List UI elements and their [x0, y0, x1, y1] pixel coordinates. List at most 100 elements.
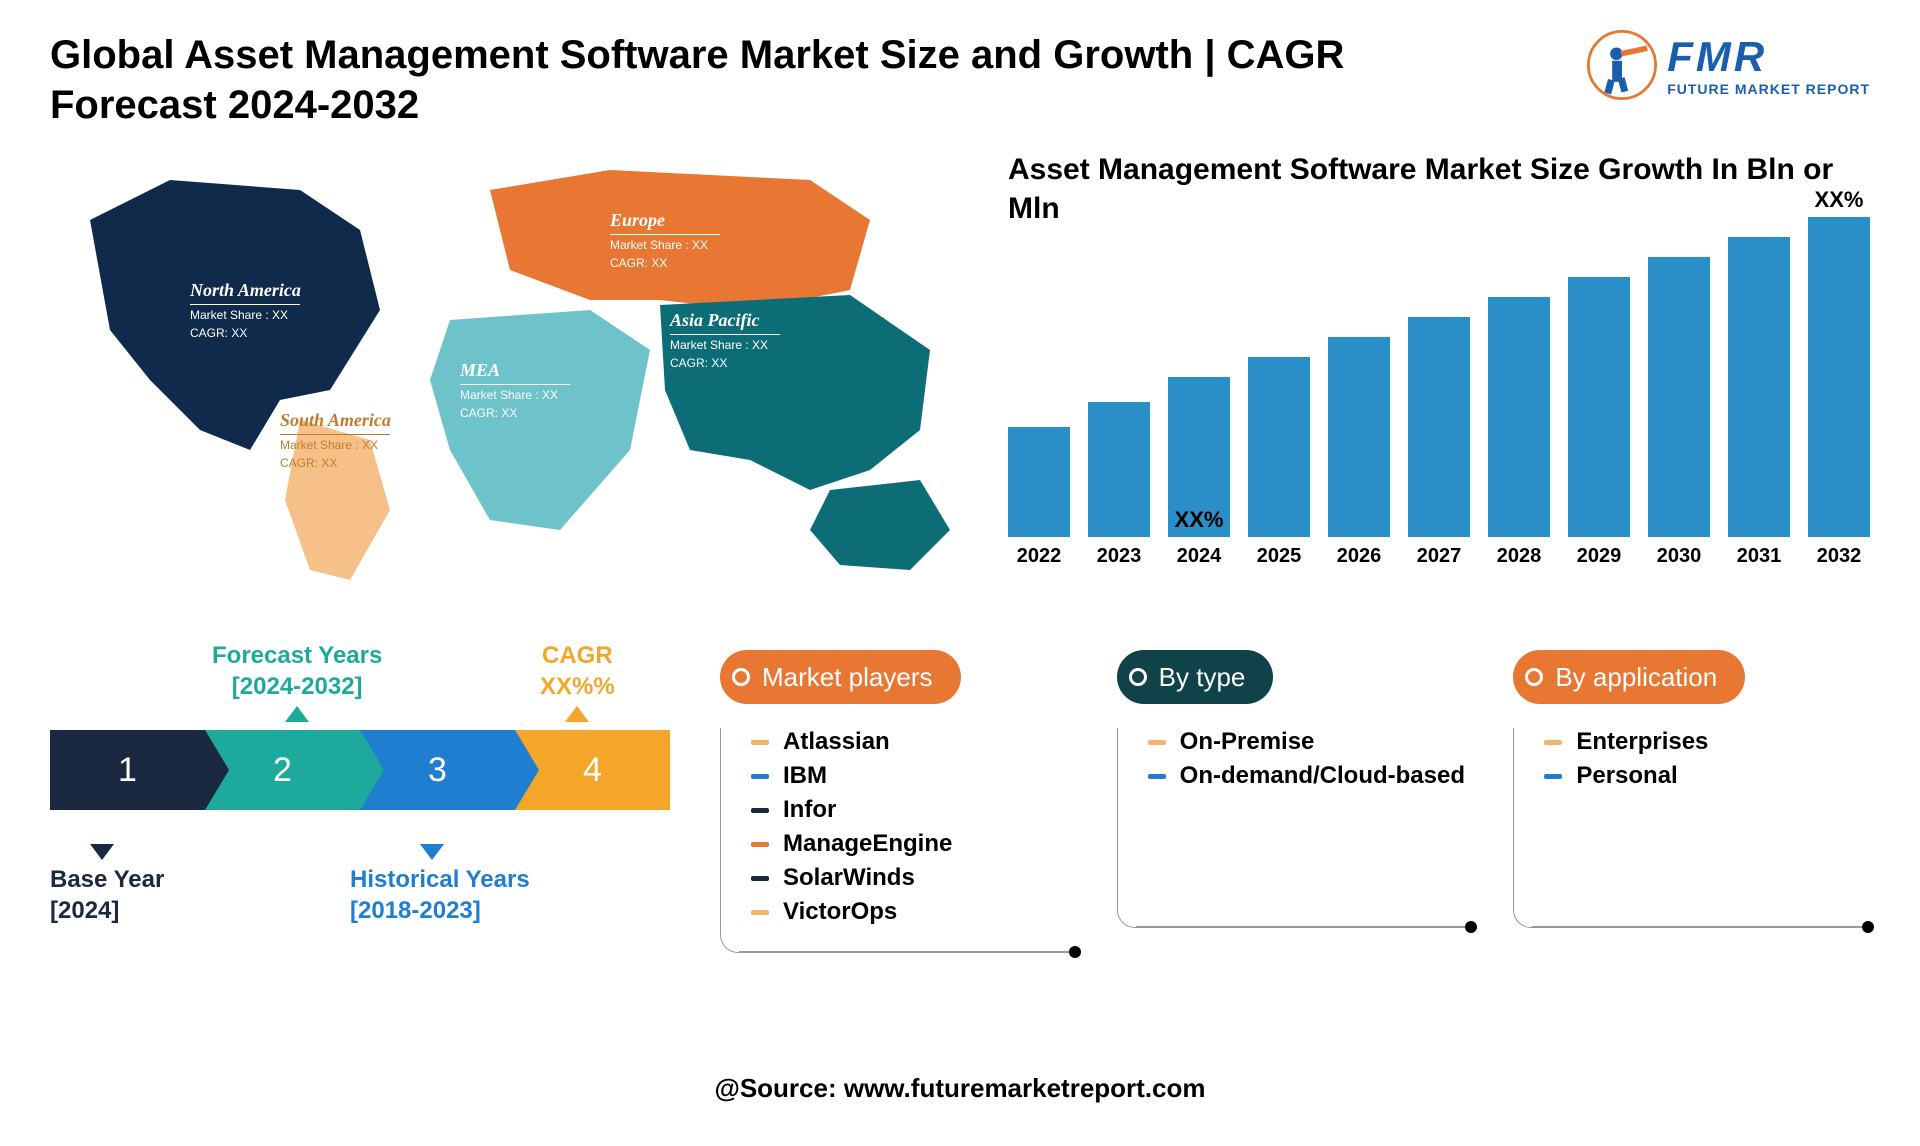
pill-by_application: By application — [1513, 650, 1745, 704]
logo-text-main: FMR — [1667, 33, 1870, 81]
dash-icon — [1148, 740, 1166, 745]
region-cagr: CAGR: XX — [280, 456, 391, 472]
info-item: Atlassian — [751, 728, 1077, 756]
info-col-by_application: By application Enterprises Personal — [1513, 650, 1870, 953]
pill-title: By type — [1159, 662, 1246, 693]
timeline-seg-number: 3 — [428, 751, 447, 790]
dash-icon — [1544, 774, 1562, 779]
info-item-text: Atlassian — [783, 728, 890, 756]
region-cagr: CAGR: XX — [190, 326, 301, 342]
info-item: Personal — [1544, 762, 1870, 790]
pill-by_type: By type — [1117, 650, 1274, 704]
bar-year-label: 2026 — [1337, 545, 1382, 568]
region-cagr: CAGR: XX — [610, 256, 720, 272]
bar — [1408, 317, 1470, 537]
region-asia_pacific: Asia Pacific Market Share : XX CAGR: XX — [670, 310, 780, 371]
bar-chart-title: Asset Management Software Market Size Gr… — [1008, 150, 1870, 228]
bar — [1568, 277, 1630, 537]
pill-dot-icon — [1129, 668, 1147, 686]
region-cagr: CAGR: XX — [460, 406, 570, 422]
bar-2028: 2028 — [1488, 297, 1550, 568]
info-item-text: SolarWinds — [783, 864, 915, 892]
region-label: MEA — [460, 360, 570, 381]
dash-icon — [751, 740, 769, 745]
bar — [1728, 237, 1790, 537]
info-item: Infor — [751, 796, 1077, 824]
bar-annotation: XX% — [1175, 507, 1224, 533]
telescope-person-icon — [1587, 30, 1657, 100]
base-label: Base Year — [50, 864, 164, 895]
info-item: VictorOps — [751, 898, 1077, 926]
forecast-label: Forecast Years — [212, 640, 382, 671]
info-item: On-Premise — [1148, 728, 1474, 756]
bar — [1488, 297, 1550, 537]
info-col-market_players: Market playersAtlassianIBMInforManageEng… — [720, 650, 1077, 953]
info-list: AtlassianIBMInforManageEngineSolarWindsV… — [720, 728, 1077, 953]
bar — [1808, 217, 1870, 537]
base-note: Base Year [2024] — [50, 840, 164, 926]
timeline-seg-number: 1 — [118, 751, 137, 790]
forecast-note: Forecast Years [2024-2032] — [212, 640, 382, 726]
bar-chart: Asset Management Software Market Size Gr… — [1008, 150, 1870, 568]
region-mea: MEA Market Share : XX CAGR: XX — [460, 360, 570, 421]
dash-icon — [751, 910, 769, 915]
forecast-range: [2024-2032] — [212, 671, 382, 702]
region-label: North America — [190, 280, 301, 301]
info-item-text: Infor — [783, 796, 836, 824]
pill-title: By application — [1555, 662, 1717, 693]
info-item: On-demand/Cloud-based — [1148, 762, 1474, 790]
dash-icon — [1544, 740, 1562, 745]
bar-2025: 2025 — [1248, 357, 1310, 568]
bar-year-label: 2027 — [1417, 545, 1462, 568]
pill-market_players: Market players — [720, 650, 961, 704]
region-europe: EuropeMarket Share : XXCAGR: XX — [610, 210, 720, 271]
bar-2029: 2029 — [1568, 277, 1630, 568]
dash-icon — [751, 876, 769, 881]
dash-icon — [751, 774, 769, 779]
hist-note: Historical Years [2018-2023] — [350, 840, 530, 926]
info-item-text: Personal — [1576, 762, 1677, 790]
bar-2023: 2023 — [1088, 402, 1150, 568]
dash-icon — [751, 808, 769, 813]
pill-dot-icon — [732, 668, 750, 686]
region-share: Market Share : XX — [190, 308, 301, 324]
region-north_america: North America Market Share : XX CAGR: XX — [190, 280, 301, 341]
info-list: Enterprises Personal — [1513, 728, 1870, 928]
bar — [1248, 357, 1310, 537]
bar-year-label: 2029 — [1577, 545, 1622, 568]
region-share: Market Share : XX — [670, 338, 780, 354]
bar-2026: 2026 — [1328, 337, 1390, 568]
logo: FMR FUTURE MARKET REPORT — [1587, 30, 1870, 100]
timeline-seg-1: 1 — [50, 730, 205, 810]
bar-2027: 2027 — [1408, 317, 1470, 568]
bar-year-label: 2024 — [1177, 545, 1222, 568]
bar-2031: 2031 — [1728, 237, 1790, 568]
pill-title: Market players — [762, 662, 933, 693]
info-item: Enterprises — [1544, 728, 1870, 756]
arrow-up-icon — [565, 706, 589, 722]
bar-year-label: 2031 — [1737, 545, 1782, 568]
timeline-seg-number: 4 — [583, 751, 602, 790]
region-south_america: South AmericaMarket Share : XXCAGR: XX — [280, 410, 391, 471]
region-share: Market Share : XX — [610, 238, 720, 254]
dash-icon — [1148, 774, 1166, 779]
bar-year-label: 2022 — [1017, 545, 1062, 568]
info-item-text: On-Premise — [1180, 728, 1315, 756]
world-map: North AmericaMarket Share : XXCAGR: XXSo… — [50, 150, 968, 590]
hist-label: Historical Years — [350, 864, 530, 895]
region-share: Market Share : XX — [460, 388, 570, 404]
bar-2024: XX% 2024 — [1168, 377, 1230, 568]
info-item-text: On-demand/Cloud-based — [1180, 762, 1465, 790]
cagr-value: XX%% — [540, 671, 615, 702]
bar-year-label: 2025 — [1257, 545, 1302, 568]
region-label: Asia Pacific — [670, 310, 780, 331]
region-share: Market Share : XX — [280, 438, 391, 454]
region-cagr: CAGR: XX — [670, 356, 780, 372]
info-item-text: ManageEngine — [783, 830, 952, 858]
bar-2022: 2022 — [1008, 427, 1070, 568]
base-range: [2024] — [50, 895, 164, 926]
info-item-text: Enterprises — [1576, 728, 1708, 756]
bar — [1648, 257, 1710, 537]
cagr-label: CAGR — [540, 640, 615, 671]
bar-annotation: XX% — [1815, 187, 1864, 213]
